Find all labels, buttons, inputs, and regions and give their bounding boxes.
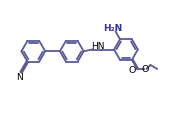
Text: N: N (16, 72, 22, 81)
Text: O: O (129, 66, 136, 74)
Text: O: O (142, 65, 149, 74)
Text: HN: HN (91, 41, 104, 50)
Text: H₂N: H₂N (104, 23, 123, 32)
